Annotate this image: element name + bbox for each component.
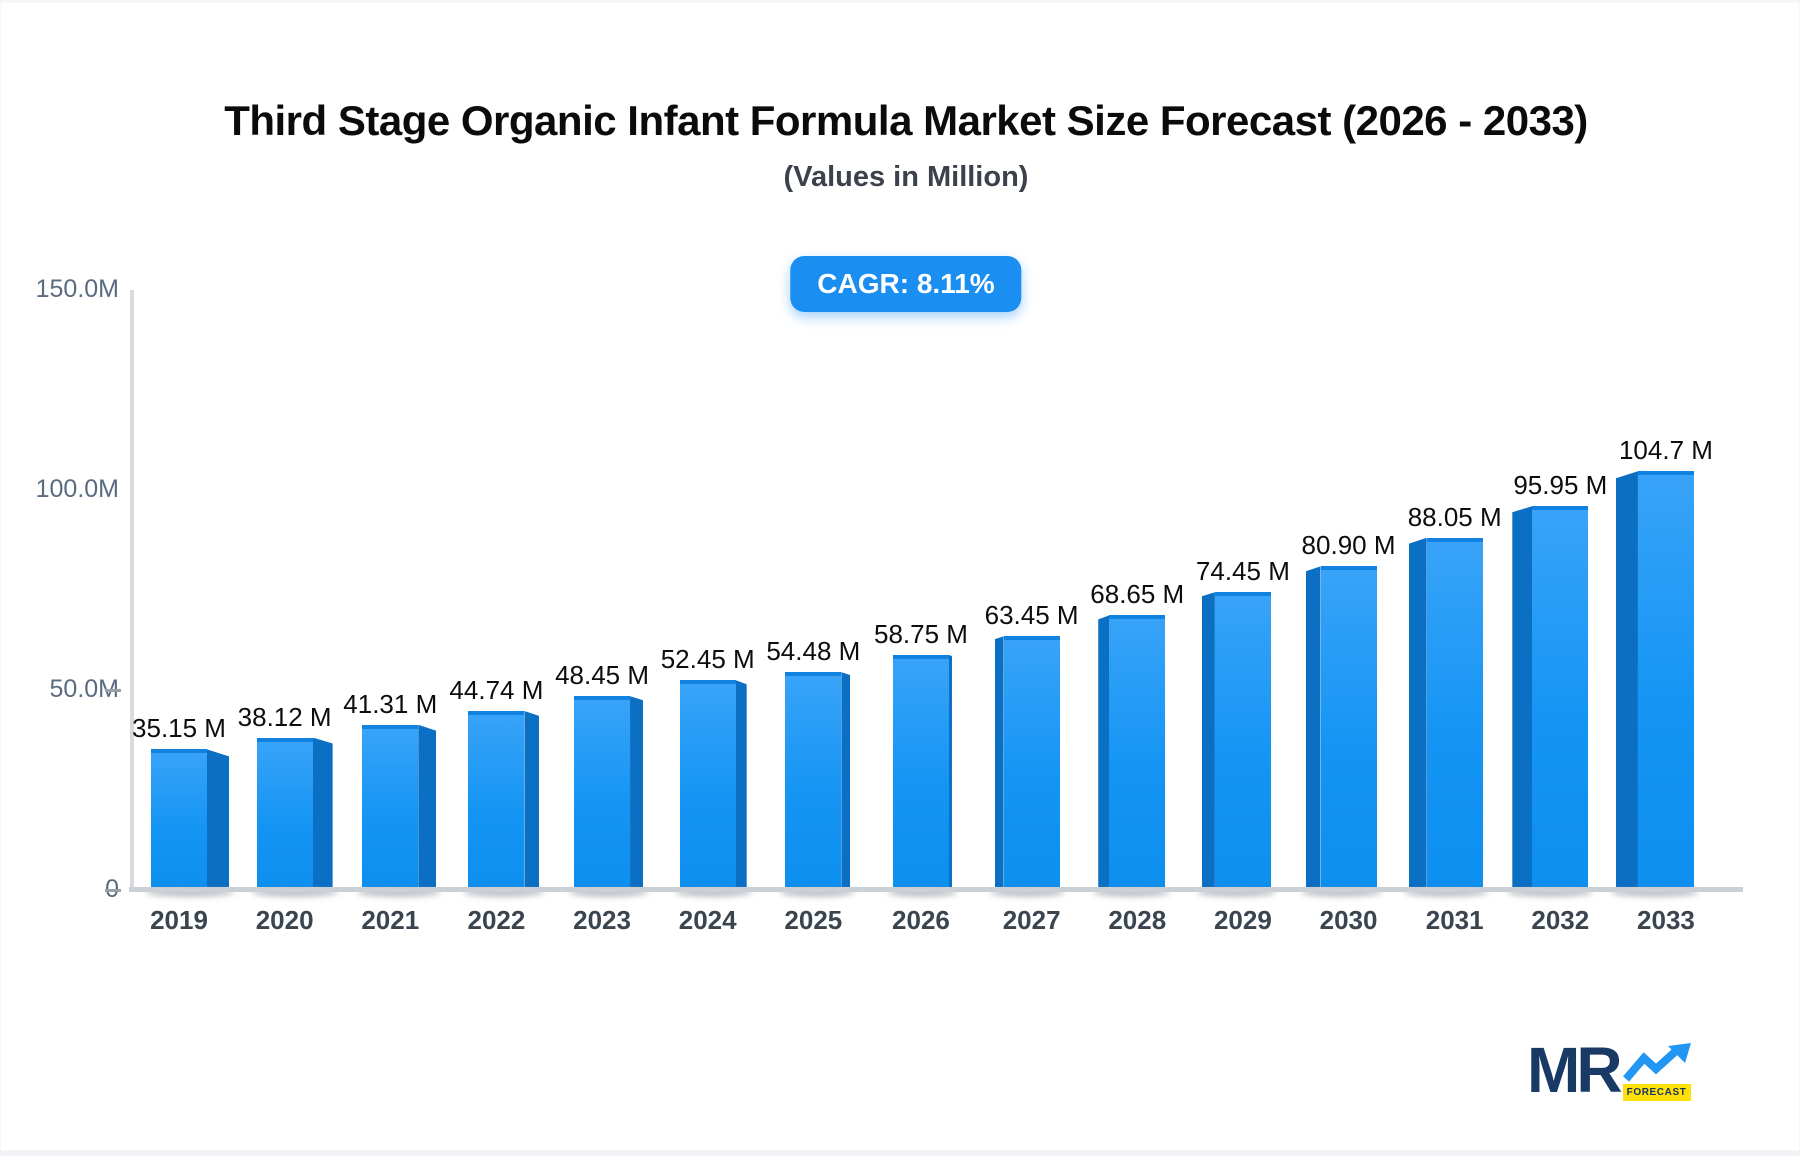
bar-side-face — [1615, 471, 1638, 892]
bar-main-face — [1637, 471, 1694, 892]
bar-side-face — [1098, 615, 1110, 892]
x-axis-label: 2020 — [255, 905, 314, 935]
bar-value-label: 68.65 M — [1090, 579, 1185, 610]
bar-shadow — [780, 888, 856, 897]
bar-main-face — [785, 672, 842, 892]
x-axis-label: 2032 — [1531, 905, 1590, 935]
bar-main-face — [574, 696, 631, 892]
y-axis-label: 100.0M — [35, 475, 119, 503]
bar-side-face — [524, 711, 540, 892]
bar-shadow — [1300, 888, 1382, 897]
x-axis-label: 2025 — [784, 905, 843, 935]
bar-main-face — [151, 749, 207, 892]
bar-main-face — [1532, 506, 1589, 892]
bar-value-label: 63.45 M — [984, 600, 1079, 631]
bar-shadow — [251, 888, 338, 897]
bar-main-face — [1109, 615, 1166, 892]
bar-side-face — [1408, 537, 1427, 892]
bar-main-face — [256, 737, 313, 892]
x-axis-label: 2029 — [1213, 905, 1272, 935]
bar-side-face — [735, 680, 747, 892]
y-axis-label: 50.0M — [49, 675, 119, 703]
bar-side-face — [841, 672, 851, 892]
bar-shadow — [463, 888, 545, 897]
x-axis-label: 2033 — [1637, 905, 1695, 935]
bar-main-face — [1320, 566, 1377, 892]
y-axis-line — [130, 290, 134, 892]
y-axis-label: 0 — [1, 875, 119, 904]
bar-value-label: 44.74 M — [449, 675, 544, 706]
logo-text: MR — [1527, 1034, 1623, 1106]
x-axis-label: 2027 — [1002, 905, 1061, 935]
bar-shadow — [674, 888, 752, 897]
x-axis-label: 2019 — [150, 905, 208, 935]
bar-value-label: 54.48 M — [766, 636, 861, 667]
mr-forecast-logo: MR FORECAST — [1527, 1034, 1691, 1106]
bar-main-face — [468, 711, 525, 892]
bar-side-face — [630, 696, 644, 892]
x-axis-label: 2026 — [892, 905, 950, 935]
bar-shadow — [989, 888, 1065, 897]
bar-value-label: 58.75 M — [873, 619, 968, 649]
x-axis-label: 2028 — [1108, 905, 1167, 935]
x-axis-label: 2023 — [573, 905, 631, 935]
growth-arrow-icon — [1622, 1043, 1691, 1082]
bar-shadow — [146, 888, 234, 897]
bar-side-face — [418, 724, 437, 892]
bar-side-face — [207, 749, 229, 892]
bar-shadow — [1610, 888, 1699, 897]
bar-value-label: 52.45 M — [660, 644, 755, 675]
x-axis-label: 2030 — [1319, 905, 1378, 935]
x-axis-label: 2024 — [678, 905, 737, 935]
bar-main-face — [362, 724, 419, 892]
bar-shadow — [1507, 888, 1594, 897]
bar-shadow — [887, 888, 957, 897]
chart-title: Third Stage Organic Infant Formula Marke… — [224, 97, 1588, 144]
y-axis-label: 150.0M — [35, 275, 119, 303]
bar-value-label: 38.12 M — [237, 701, 332, 732]
bar-value-label: 41.31 M — [343, 688, 438, 719]
bar-value-label: 88.05 M — [1407, 501, 1502, 532]
bar-value-label: 35.15 M — [132, 713, 226, 744]
bar-side-face — [1201, 592, 1215, 892]
x-axis-label: 2031 — [1425, 905, 1484, 935]
bar-shadow — [1093, 888, 1171, 897]
bar-shadow — [1196, 888, 1276, 897]
y-axis-tick — [105, 889, 121, 892]
bar-value-label: 95.95 M — [1513, 470, 1608, 501]
bar-side-face — [1305, 566, 1321, 892]
logo-forecast-badge: FORECAST — [1622, 1084, 1691, 1101]
x-axis-baseline — [129, 887, 1743, 892]
bar-main-face — [1426, 537, 1483, 892]
bar-side-face — [1512, 506, 1533, 892]
bar-side-face — [948, 655, 952, 892]
bar-shadow — [357, 888, 442, 897]
x-axis-label: 2021 — [361, 905, 420, 935]
bar-chart-plot-area: 35.15 M 2019 38.12 M 2020 41.31 M 2021 44.74 M… — [1, 3, 1799, 1150]
y-axis-tick — [105, 689, 121, 692]
bar-main-face — [1214, 592, 1271, 892]
bar-shadow — [1403, 888, 1488, 897]
bar-main-face — [892, 655, 949, 892]
bar-main-face — [679, 680, 736, 892]
bar-value-label: 104.7 M — [1618, 435, 1713, 466]
bar-value-label: 48.45 M — [555, 660, 650, 691]
bar-side-face — [312, 737, 333, 892]
bar-value-label: 74.45 M — [1195, 556, 1290, 587]
cagr-badge: CAGR: 8.11% — [790, 256, 1022, 312]
bar-shadow — [569, 888, 649, 897]
chart-subtitle: (Values in Million) — [783, 161, 1029, 193]
x-axis-label: 2022 — [467, 905, 526, 935]
bar-main-face — [1003, 636, 1060, 892]
bar-value-label: 80.90 M — [1301, 530, 1396, 561]
bar-side-face — [994, 636, 1004, 892]
